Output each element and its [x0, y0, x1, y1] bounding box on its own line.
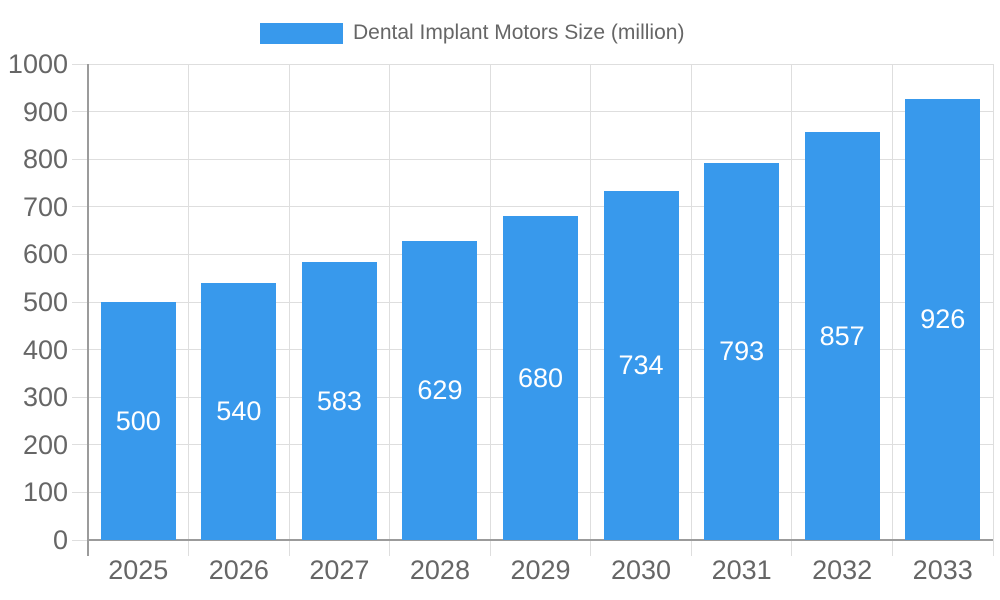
y-axis-line: [87, 64, 89, 556]
x-tick-label: 2027: [309, 555, 370, 585]
y-gridline: [72, 63, 993, 65]
x-gridline: [489, 64, 491, 556]
y-tick-label: 300: [22, 382, 68, 413]
x-tick-label: 2033: [912, 555, 973, 585]
x-tick-label: 2032: [812, 555, 873, 585]
bar-value-label: 629: [417, 374, 463, 405]
bar-2031: 793: [704, 162, 780, 540]
x-gridline: [590, 64, 592, 556]
y-tick-label: 200: [22, 429, 68, 460]
x-gridline: [791, 64, 793, 556]
bar-value-label: 540: [216, 395, 262, 426]
y-tick-label: 0: [52, 525, 68, 555]
x-gridline: [389, 64, 391, 556]
x-gridline: [992, 64, 994, 556]
x-gridline: [288, 64, 290, 556]
y-tick-label: 600: [22, 239, 68, 270]
x-axis-line: [88, 539, 993, 541]
x-tick-label: 2028: [409, 555, 470, 585]
y-gridline: [72, 111, 993, 113]
legend-label: Dental Implant Motors Size (million): [353, 21, 685, 44]
bar-2033: 926: [905, 99, 981, 540]
bar-value-label: 926: [920, 304, 966, 335]
x-gridline: [891, 64, 893, 556]
y-tick-label: 100: [22, 477, 68, 508]
bar-value-label: 500: [115, 405, 161, 436]
x-tick-label: 2025: [108, 555, 169, 585]
bar-2026: 540: [201, 282, 277, 540]
y-tick-label: 400: [22, 334, 68, 365]
bar-2029: 680: [503, 216, 578, 540]
y-gridline: [72, 158, 993, 160]
x-gridline: [188, 64, 190, 556]
bar-value-label: 793: [719, 335, 765, 366]
bar-value-label: 857: [819, 320, 865, 351]
x-tick-label: 2029: [510, 555, 571, 585]
y-gridline: [72, 206, 993, 208]
plot-area: 500 540 583 629 680 734 793 857 926: [72, 63, 994, 556]
y-tick-label: 500: [22, 287, 68, 317]
x-gridline: [690, 64, 692, 556]
y-tick-label: 800: [22, 144, 68, 175]
bar-value-label: 734: [618, 349, 664, 380]
bar-2028: 629: [402, 240, 478, 540]
bar-value-label: 583: [316, 385, 362, 416]
bar-2027: 583: [301, 262, 377, 540]
legend-item[interactable]: Dental Implant Motors Size (million): [260, 20, 684, 46]
bar-2030: 734: [603, 190, 679, 540]
bar-2025: 500: [100, 302, 176, 540]
y-tick-label: 700: [22, 191, 68, 222]
bar-value-label: 680: [517, 362, 564, 393]
bar-2032: 857: [804, 132, 880, 540]
y-tick-label: 900: [22, 96, 68, 127]
x-tick-label: 2031: [711, 555, 772, 585]
x-tick-label: 2030: [611, 555, 672, 585]
legend-swatch: [260, 22, 343, 44]
y-tick-label: 1000: [7, 49, 68, 79]
x-tick-label: 2026: [208, 555, 269, 585]
